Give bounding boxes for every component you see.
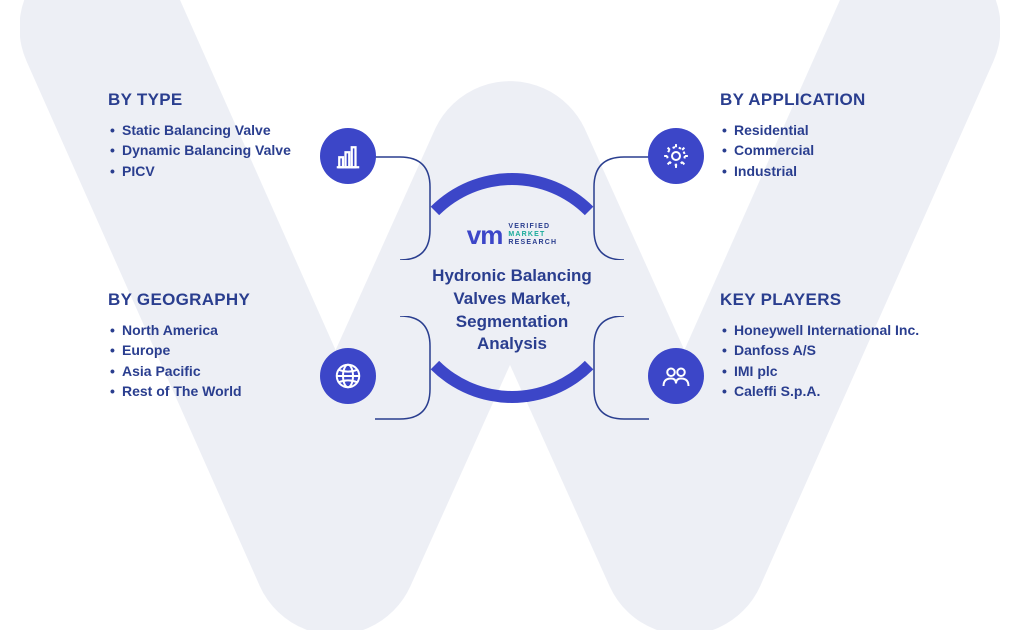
section-title-players: KEY PLAYERS bbox=[720, 290, 920, 310]
list-item: Commercial bbox=[720, 140, 920, 160]
list-item: Industrial bbox=[720, 161, 920, 181]
list-item: Rest of The World bbox=[108, 381, 308, 401]
section-key-players: KEY PLAYERS Honeywell International Inc.… bbox=[720, 290, 920, 401]
list-application: Residential Commercial Industrial bbox=[720, 120, 920, 181]
people-icon bbox=[648, 348, 704, 404]
list-item: Dynamic Balancing Valve bbox=[108, 140, 308, 160]
gear-icon bbox=[648, 128, 704, 184]
section-by-application: BY APPLICATION Residential Commercial In… bbox=[720, 90, 920, 181]
infographic-container: BY TYPE Static Balancing Valve Dynamic B… bbox=[0, 0, 1024, 576]
globe-icon bbox=[320, 348, 376, 404]
list-item: Europe bbox=[108, 340, 308, 360]
list-item: Residential bbox=[720, 120, 920, 140]
list-item: North America bbox=[108, 320, 308, 340]
list-item: Honeywell International Inc. bbox=[720, 320, 920, 340]
section-title-type: BY TYPE bbox=[108, 90, 308, 110]
list-players: Honeywell International Inc. Danfoss A/S… bbox=[720, 320, 920, 401]
list-item: IMI plc bbox=[720, 361, 920, 381]
section-title-geography: BY GEOGRAPHY bbox=[108, 290, 308, 310]
list-item: Static Balancing Valve bbox=[108, 120, 308, 140]
list-type: Static Balancing Valve Dynamic Balancing… bbox=[108, 120, 308, 181]
list-item: PICV bbox=[108, 161, 308, 181]
section-by-type: BY TYPE Static Balancing Valve Dynamic B… bbox=[108, 90, 308, 181]
section-by-geography: BY GEOGRAPHY North America Europe Asia P… bbox=[108, 290, 308, 401]
section-title-application: BY APPLICATION bbox=[720, 90, 920, 110]
list-item: Danfoss A/S bbox=[720, 340, 920, 360]
list-item: Caleffi S.p.A. bbox=[720, 381, 920, 401]
list-item: Asia Pacific bbox=[108, 361, 308, 381]
list-geography: North America Europe Asia Pacific Rest o… bbox=[108, 320, 308, 401]
bar-chart-icon bbox=[320, 128, 376, 184]
